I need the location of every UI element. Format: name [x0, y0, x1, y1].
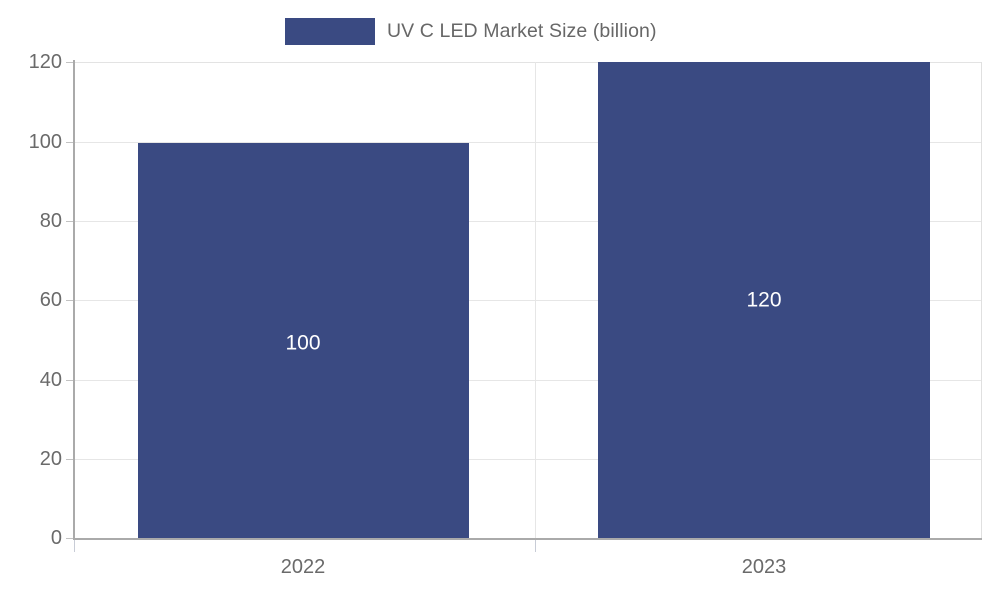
y-tick-mark-40	[66, 380, 74, 381]
legend-swatch-uv-c-led-market-size	[285, 17, 375, 45]
x-tick-mark-middle	[535, 540, 536, 552]
y-axis-labels: 120 100 80 60 40 20 0	[0, 0, 62, 600]
y-tick-label-0: 0	[50, 527, 62, 549]
gridline-category-divider	[535, 62, 536, 538]
y-tick-label-80: 80	[39, 210, 62, 232]
gridline-40	[74, 380, 982, 381]
y-tick-mark-80	[66, 221, 74, 222]
gridline-100	[74, 142, 982, 143]
plot-right-edge	[981, 62, 982, 538]
gridline-60	[74, 300, 982, 301]
bar-value-label-2022: 100	[285, 331, 321, 355]
y-tick-mark-120	[66, 62, 74, 63]
chart-legend[interactable]: UV C LED Market Size (billion)	[285, 14, 657, 48]
y-tick-mark-20	[66, 459, 74, 460]
y-axis-line	[73, 60, 75, 540]
bar-value-label-2023: 120	[746, 288, 782, 312]
gridline-20	[74, 459, 982, 460]
y-tick-mark-60	[66, 300, 74, 301]
y-tick-label-120: 120	[28, 51, 62, 73]
x-tick-label-2022: 2022	[280, 556, 326, 578]
x-tick-label-2023: 2023	[741, 556, 787, 578]
gridline-120	[74, 62, 982, 63]
y-tick-label-40: 40	[39, 369, 62, 391]
y-tick-label-100: 100	[28, 131, 62, 153]
y-tick-mark-100	[66, 142, 74, 143]
x-axis-line	[74, 538, 982, 540]
y-tick-label-20: 20	[39, 448, 62, 470]
plot-area: 100 120	[74, 62, 982, 538]
x-tick-mark-start	[74, 540, 75, 552]
y-tick-label-60: 60	[39, 289, 62, 311]
bar-2023[interactable]	[598, 62, 930, 538]
gridline-80	[74, 221, 982, 222]
y-tick-mark-0	[66, 538, 74, 539]
bar-2022[interactable]	[138, 143, 469, 538]
legend-label-uv-c-led-market-size: UV C LED Market Size (billion)	[387, 19, 657, 42]
